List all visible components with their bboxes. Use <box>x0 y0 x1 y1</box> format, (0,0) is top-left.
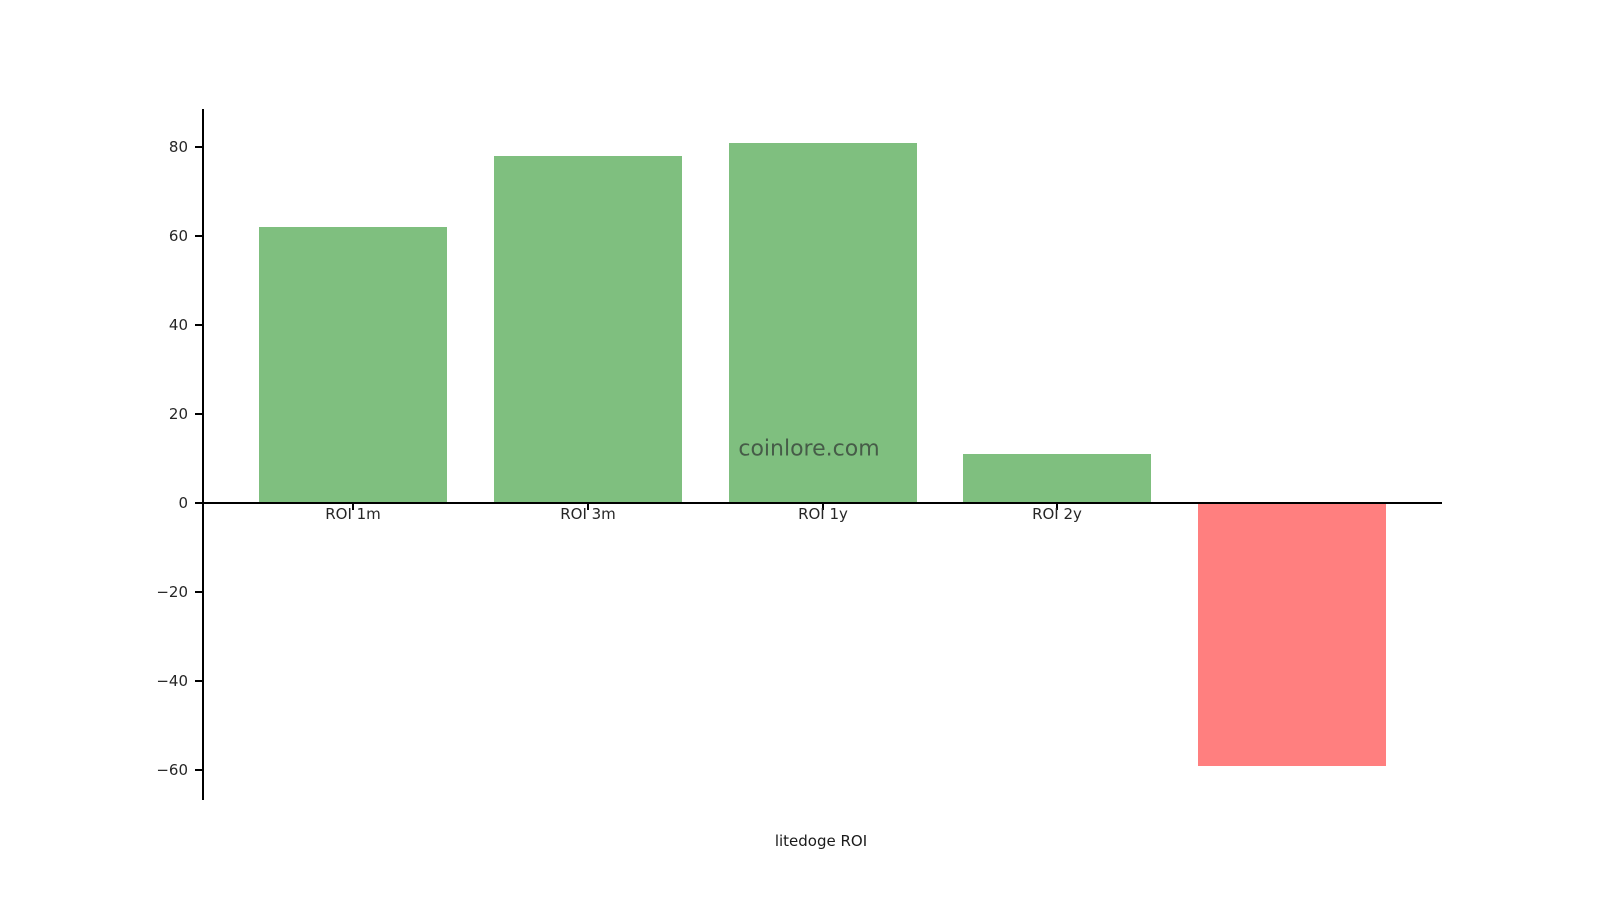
y-tick-mark <box>195 591 202 593</box>
y-tick-label: 60 <box>168 227 188 245</box>
bar-roi-1m <box>259 227 447 503</box>
y-tick-mark <box>195 502 202 504</box>
x-tick-label-roi-1m: ROI 1m <box>325 505 381 523</box>
x-tick-label-roi-2y: ROI 2y <box>1032 505 1082 523</box>
chart-caption: litedoge ROI <box>774 832 868 850</box>
y-tick-mark <box>195 146 202 148</box>
bar-roi-2y <box>963 454 1151 503</box>
watermark-text: coinlore.com <box>738 436 880 462</box>
y-tick-mark <box>195 680 202 682</box>
y-tick-label: 20 <box>168 405 188 423</box>
y-tick-mark <box>195 235 202 237</box>
bar-roi-3m <box>494 155 682 503</box>
x-tick-mark <box>352 503 354 510</box>
bar-unlabeled-5 <box>1198 503 1386 766</box>
y-tick-mark <box>195 324 202 326</box>
bar-roi-1y <box>729 142 917 503</box>
y-tick-label: −40 <box>156 672 188 690</box>
x-tick-label-roi-1y: ROI 1y <box>798 505 848 523</box>
x-tick-mark <box>587 503 589 510</box>
y-axis-line <box>202 109 204 800</box>
y-tick-mark <box>195 413 202 415</box>
y-tick-label: 0 <box>178 494 188 512</box>
y-tick-label: −60 <box>156 761 188 779</box>
x-tick-label-roi-3m: ROI 3m <box>560 505 616 523</box>
y-tick-label: 40 <box>168 316 188 334</box>
x-axis-zero-line <box>202 502 1442 504</box>
y-tick-label: −20 <box>156 583 188 601</box>
x-tick-mark <box>1056 503 1058 510</box>
x-tick-mark <box>822 503 824 510</box>
y-tick-mark <box>195 769 202 771</box>
y-tick-label: 80 <box>168 138 188 156</box>
